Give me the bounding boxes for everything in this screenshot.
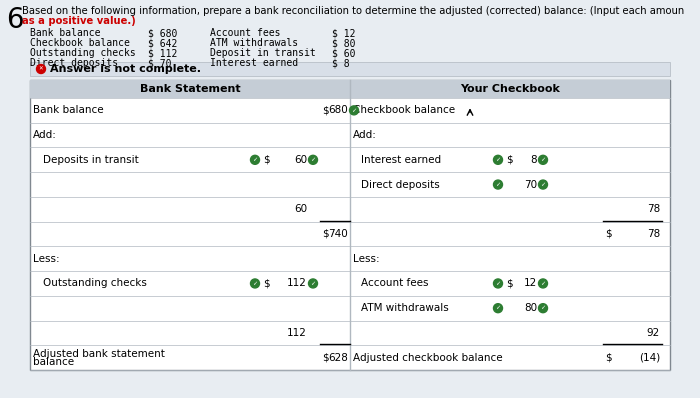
- Text: $: $: [506, 279, 512, 289]
- Text: Direct deposits: Direct deposits: [30, 58, 118, 68]
- Circle shape: [349, 106, 358, 115]
- Text: Account fees: Account fees: [361, 279, 428, 289]
- Circle shape: [309, 279, 318, 288]
- Text: Bank balance: Bank balance: [33, 105, 104, 115]
- Text: Less:: Less:: [33, 254, 60, 264]
- Text: balance: balance: [33, 357, 74, 367]
- Circle shape: [36, 64, 46, 74]
- Circle shape: [538, 155, 547, 164]
- Text: Outstanding checks: Outstanding checks: [30, 48, 136, 58]
- Text: ✕: ✕: [38, 66, 43, 72]
- Text: Adjusted bank statement: Adjusted bank statement: [33, 349, 165, 359]
- Text: $: $: [322, 353, 328, 363]
- Text: $: $: [605, 229, 612, 239]
- Text: ✓: ✓: [540, 281, 545, 286]
- Text: Bank Statement: Bank Statement: [140, 84, 240, 94]
- Text: Interest earned: Interest earned: [210, 58, 298, 68]
- Text: Your Checkbook: Your Checkbook: [460, 84, 560, 94]
- Text: as a positive value.): as a positive value.): [22, 16, 136, 26]
- Text: $ 12: $ 12: [332, 28, 356, 38]
- Text: Less:: Less:: [353, 254, 379, 264]
- Text: Add:: Add:: [353, 130, 377, 140]
- Text: $ 70: $ 70: [148, 58, 172, 68]
- Text: ✓: ✓: [540, 157, 545, 162]
- Text: ATM withdrawals: ATM withdrawals: [210, 38, 298, 48]
- Text: 80: 80: [524, 303, 537, 313]
- Text: 12: 12: [524, 279, 537, 289]
- Text: 628: 628: [328, 353, 348, 363]
- Text: ✓: ✓: [351, 108, 356, 113]
- Text: $: $: [322, 105, 328, 115]
- Text: ✓: ✓: [540, 306, 545, 311]
- Text: 112: 112: [287, 279, 307, 289]
- Text: $ 80: $ 80: [332, 38, 356, 48]
- Text: 78: 78: [647, 204, 660, 214]
- Circle shape: [251, 279, 260, 288]
- Text: $: $: [605, 353, 612, 363]
- Text: Based on the following information, prepare a bank reconciliation to determine t: Based on the following information, prep…: [22, 6, 685, 16]
- Text: 92: 92: [647, 328, 660, 338]
- Text: ✓: ✓: [496, 182, 500, 187]
- Circle shape: [494, 155, 503, 164]
- Text: 6: 6: [6, 6, 24, 34]
- Text: 70: 70: [524, 179, 537, 189]
- FancyBboxPatch shape: [30, 80, 670, 370]
- Text: Account fees: Account fees: [210, 28, 281, 38]
- Circle shape: [494, 180, 503, 189]
- Text: Direct deposits: Direct deposits: [361, 179, 440, 189]
- Text: 8: 8: [531, 155, 537, 165]
- Text: 60: 60: [294, 155, 307, 165]
- Text: ✓: ✓: [496, 306, 500, 311]
- Circle shape: [538, 304, 547, 313]
- Text: ✓: ✓: [496, 157, 500, 162]
- Circle shape: [538, 279, 547, 288]
- Text: ✓: ✓: [310, 281, 316, 286]
- Text: $: $: [506, 155, 512, 165]
- Text: $ 8: $ 8: [332, 58, 349, 68]
- Text: Deposit in transit: Deposit in transit: [210, 48, 316, 58]
- Bar: [30, 80, 670, 98]
- Circle shape: [538, 180, 547, 189]
- Text: 78: 78: [647, 229, 660, 239]
- Circle shape: [309, 155, 318, 164]
- Text: 740: 740: [328, 229, 348, 239]
- Text: Answer is not complete.: Answer is not complete.: [50, 64, 201, 74]
- Text: Checkbook balance: Checkbook balance: [30, 38, 130, 48]
- Text: 680: 680: [328, 105, 348, 115]
- Text: (14): (14): [638, 353, 660, 363]
- Text: $ 642: $ 642: [148, 38, 177, 48]
- Text: 112: 112: [287, 328, 307, 338]
- Text: Deposits in transit: Deposits in transit: [43, 155, 139, 165]
- Text: $ 60: $ 60: [332, 48, 356, 58]
- Text: $: $: [263, 279, 270, 289]
- Text: Add:: Add:: [33, 130, 57, 140]
- Text: 60: 60: [294, 204, 307, 214]
- FancyBboxPatch shape: [30, 62, 670, 76]
- Text: $: $: [322, 229, 328, 239]
- Text: ✓: ✓: [253, 281, 258, 286]
- Circle shape: [494, 279, 503, 288]
- Text: $ 680: $ 680: [148, 28, 177, 38]
- Text: ✓: ✓: [496, 281, 500, 286]
- Text: $ 112: $ 112: [148, 48, 177, 58]
- Text: ATM withdrawals: ATM withdrawals: [361, 303, 449, 313]
- Text: ✓: ✓: [253, 157, 258, 162]
- Text: ✓: ✓: [310, 157, 316, 162]
- Text: $: $: [263, 155, 270, 165]
- Text: Checkbook balance: Checkbook balance: [353, 105, 455, 115]
- Text: ✓: ✓: [540, 182, 545, 187]
- Text: Interest earned: Interest earned: [361, 155, 441, 165]
- Text: Outstanding checks: Outstanding checks: [43, 279, 147, 289]
- Circle shape: [251, 155, 260, 164]
- Circle shape: [494, 304, 503, 313]
- Text: Adjusted checkbook balance: Adjusted checkbook balance: [353, 353, 503, 363]
- Text: Bank balance: Bank balance: [30, 28, 101, 38]
